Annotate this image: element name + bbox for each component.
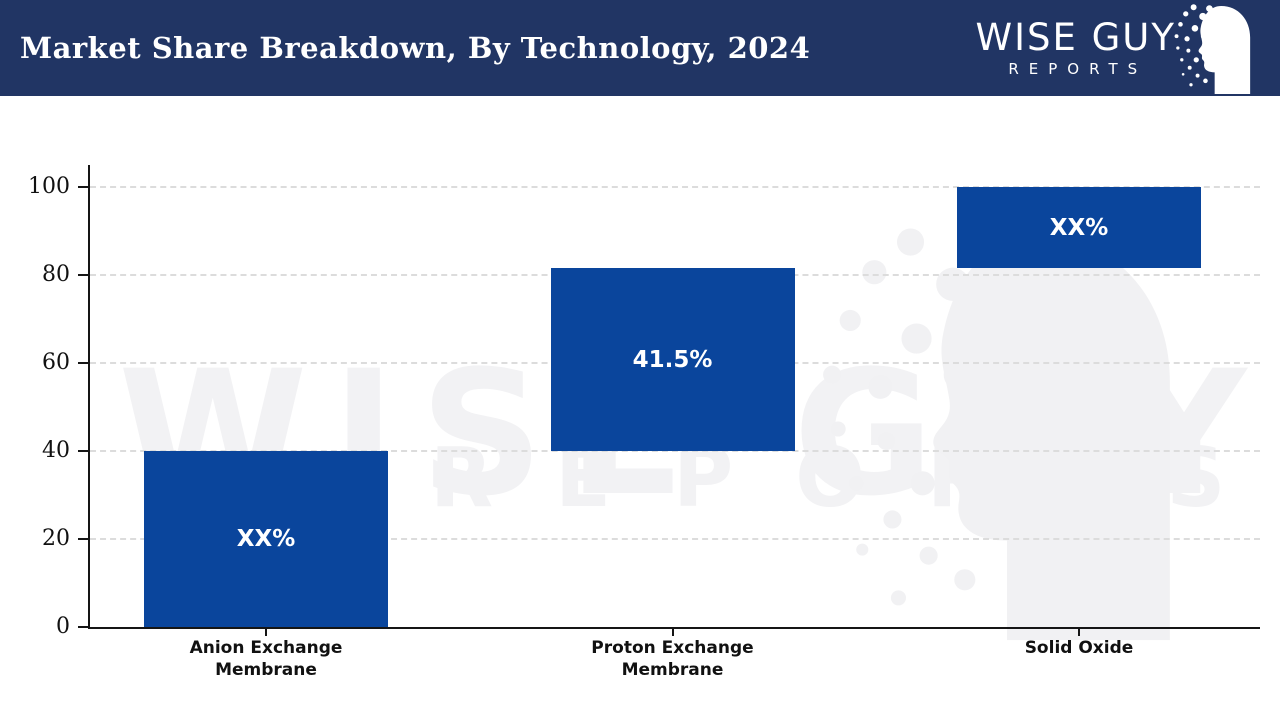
page-title: Market Share Breakdown, By Technology, 2… bbox=[20, 31, 811, 65]
y-axis-tick-40 bbox=[78, 450, 90, 452]
grid-line-40 bbox=[90, 450, 1260, 452]
bar-1: XX% bbox=[144, 451, 388, 627]
y-axis-tick-0 bbox=[78, 626, 90, 628]
logo-subtext: REPORTS bbox=[1008, 59, 1148, 78]
wise-guy-reports-logo: WISE GUY REPORTS bbox=[976, 0, 1266, 96]
y-axis-tick-label: 40 bbox=[42, 438, 70, 463]
bar-value-label: 41.5% bbox=[632, 346, 713, 373]
plot-area: 0 20 40 60 80 100 XX% Anion Exchange Membrane 41… bbox=[28, 165, 1260, 680]
x-category-label: Anion Exchange Membrane bbox=[189, 638, 343, 681]
y-axis-tick-60 bbox=[78, 362, 90, 364]
y-axis-tick-100 bbox=[78, 186, 90, 188]
head-silhouette-icon bbox=[1174, 4, 1251, 94]
x-axis-tick-1 bbox=[265, 629, 267, 636]
y-axis-tick-label: 80 bbox=[42, 262, 70, 287]
bar-value-label: XX% bbox=[1049, 214, 1109, 241]
bar-3: XX% bbox=[957, 187, 1201, 269]
y-axis-tick-20 bbox=[78, 538, 90, 540]
chart-area: WISE GUY REPORTS 0 20 40 60 80 100 XX% Anion Ex… bbox=[0, 96, 1280, 720]
x-axis-tick-3 bbox=[1078, 629, 1080, 636]
logo-text: WISE GUY REPORTS bbox=[976, 19, 1176, 78]
y-axis-tick-label: 100 bbox=[28, 174, 70, 199]
logo-wordmark: WISE GUY bbox=[975, 15, 1176, 59]
y-axis-tick-label: 0 bbox=[56, 614, 70, 639]
x-category-label: Solid Oxide bbox=[1024, 638, 1134, 658]
bar-2: 41.5% bbox=[550, 268, 795, 451]
header-banner: Market Share Breakdown, By Technology, 2… bbox=[0, 0, 1280, 96]
grid-line-100 bbox=[90, 186, 1260, 188]
y-axis-tick-label: 60 bbox=[42, 350, 70, 375]
x-axis-tick-2 bbox=[671, 629, 674, 636]
grid-line-20 bbox=[90, 538, 1260, 540]
y-axis-tick-80 bbox=[78, 274, 90, 276]
x-category-label: Proton Exchange Membrane bbox=[591, 638, 754, 681]
y-axis-tick-label: 20 bbox=[42, 526, 70, 551]
bar-value-label: XX% bbox=[236, 526, 296, 552]
